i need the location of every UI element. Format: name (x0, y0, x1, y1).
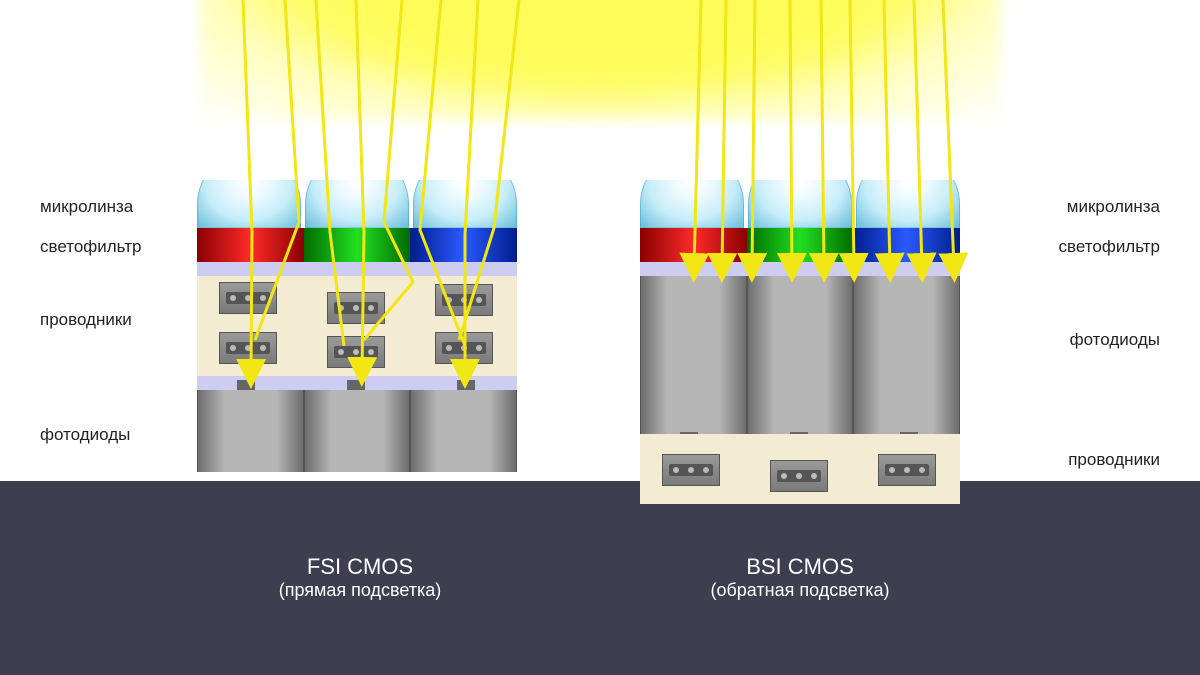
fsi-caption: FSI CMOS (прямая подсветка) (190, 554, 530, 601)
light-rays (0, 0, 1200, 675)
fsi-caption-sub: (прямая подсветка) (190, 580, 530, 601)
bsi-caption: BSI CMOS (обратная подсветка) (630, 554, 970, 601)
bsi-caption-title: BSI CMOS (630, 554, 970, 580)
bsi-caption-sub: (обратная подсветка) (630, 580, 970, 601)
diagram-canvas: микролинза светофильтр проводники фотоди… (0, 0, 1200, 675)
fsi-caption-title: FSI CMOS (190, 554, 530, 580)
